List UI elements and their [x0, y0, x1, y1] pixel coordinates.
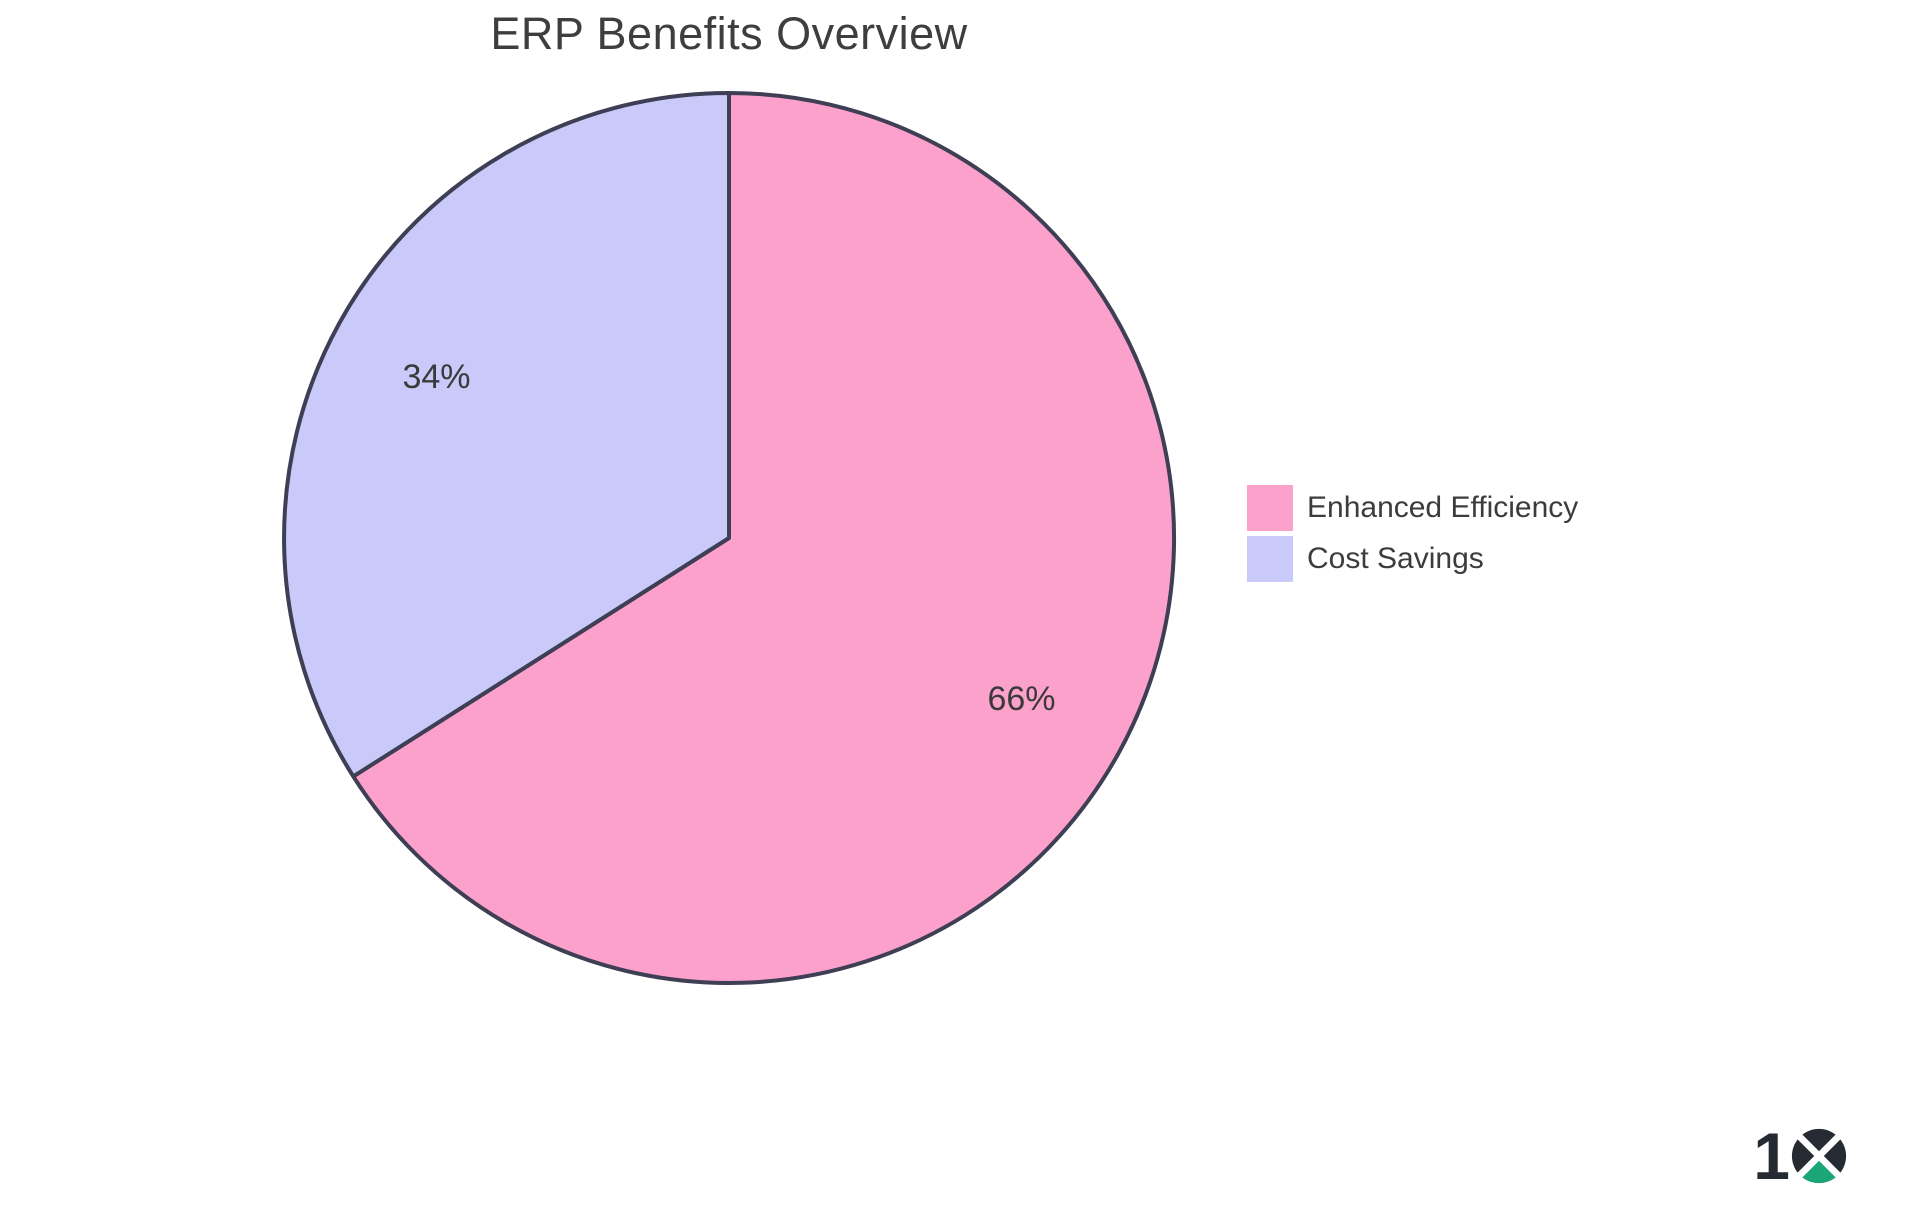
- legend-item-cost-savings: Cost Savings: [1247, 536, 1578, 582]
- legend-label-cost-savings: Cost Savings: [1307, 542, 1484, 575]
- legend-item-enhanced-efficiency: Enhanced Efficiency: [1247, 485, 1578, 531]
- pie-chart-area: 66% 34%: [274, 83, 1184, 993]
- pie-value-label-enhanced-efficiency: 66%: [987, 680, 1055, 718]
- chart-title: ERP Benefits Overview: [490, 8, 968, 59]
- quartered-circle-x-icon: [1790, 1127, 1848, 1185]
- legend-swatch-enhanced-efficiency: [1247, 485, 1293, 531]
- legend-swatch-cost-savings: [1247, 536, 1293, 582]
- pie-value-label-cost-savings: 34%: [402, 358, 470, 396]
- legend: Enhanced Efficiency Cost Savings: [1247, 485, 1578, 587]
- brand-logo: 1: [1753, 1119, 1848, 1193]
- legend-label-enhanced-efficiency: Enhanced Efficiency: [1307, 491, 1579, 524]
- pie-slice-enhanced-efficiency: [351, 91, 1177, 985]
- pie-chart: 66% 34%: [282, 91, 1177, 985]
- pie-slice-cost-savings: [282, 91, 731, 779]
- brand-logo-text: 1: [1753, 1119, 1790, 1193]
